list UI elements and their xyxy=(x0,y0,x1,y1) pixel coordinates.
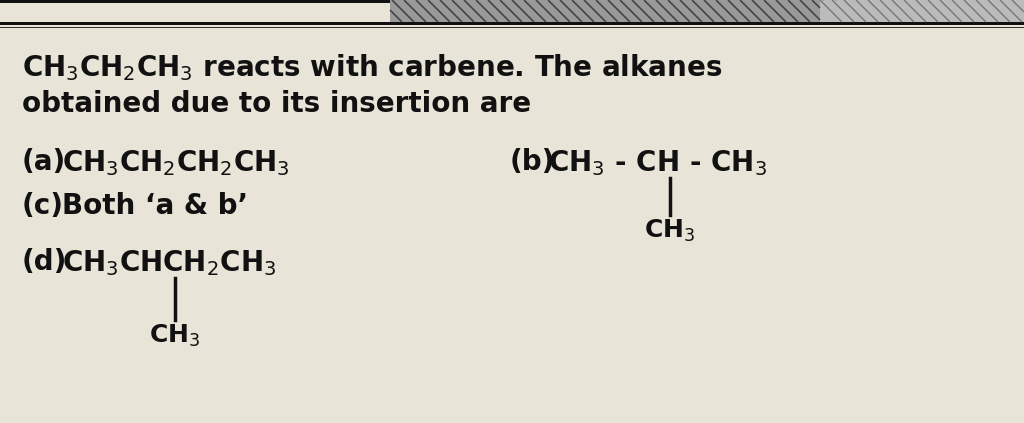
Bar xyxy=(0,22,1024,25)
Text: (b): (b) xyxy=(510,148,555,176)
Text: CH$_3$: CH$_3$ xyxy=(644,218,695,244)
Bar xyxy=(0,0,1024,3)
Bar xyxy=(390,0,820,22)
Text: CH$_3$: CH$_3$ xyxy=(150,323,201,349)
Text: CH$_3$CHCH$_2$CH$_3$: CH$_3$CHCH$_2$CH$_3$ xyxy=(62,248,276,278)
Text: (d): (d) xyxy=(22,248,68,276)
Text: obtained due to its insertion are: obtained due to its insertion are xyxy=(22,90,531,118)
Bar xyxy=(0,27,1024,28)
Bar xyxy=(820,0,1024,22)
Text: (c): (c) xyxy=(22,192,63,220)
Text: CH$_3$CH$_2$CH$_2$CH$_3$: CH$_3$CH$_2$CH$_2$CH$_3$ xyxy=(62,148,290,178)
Text: CH$_3$ - CH - CH$_3$: CH$_3$ - CH - CH$_3$ xyxy=(548,148,767,178)
Text: Both ‘a & b’: Both ‘a & b’ xyxy=(62,192,248,220)
Text: CH$_3$CH$_2$CH$_3$ reacts with carbene. The alkanes: CH$_3$CH$_2$CH$_3$ reacts with carbene. … xyxy=(22,52,722,83)
Text: (a): (a) xyxy=(22,148,67,176)
